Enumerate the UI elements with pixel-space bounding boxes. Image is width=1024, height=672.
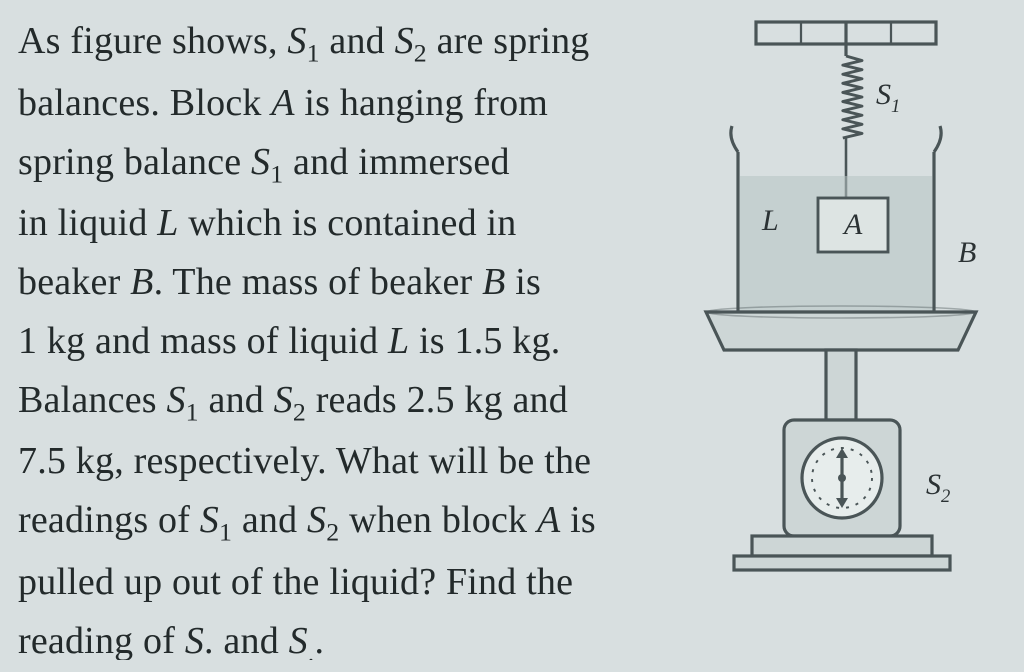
t: which is contained in — [179, 202, 517, 244]
var-s2: S — [395, 20, 414, 62]
sub-2: 2 — [414, 39, 427, 68]
var-s: S — [185, 620, 204, 660]
sub-1: 1 — [186, 397, 199, 426]
t: and — [320, 20, 395, 62]
problem-text: As figure shows, S1 and S2 are spring ba… — [18, 12, 658, 660]
t: pulled up out of the liquid? Find the — [18, 561, 573, 603]
t: beaker — [18, 261, 130, 303]
var-s1: S — [200, 499, 219, 541]
svg-text:S2: S2 — [926, 468, 950, 507]
t: is — [506, 261, 541, 303]
t: As figure shows, — [18, 20, 287, 62]
t: . — [314, 620, 324, 660]
t: is — [560, 499, 595, 541]
sub-2: 2 — [293, 397, 306, 426]
t: is hanging from — [295, 82, 548, 124]
t: reads 2.5 kg and — [306, 379, 568, 421]
var-l: L — [388, 320, 409, 362]
var-b: B — [130, 261, 153, 303]
svg-text:L: L — [761, 204, 779, 237]
t: . — [204, 620, 223, 660]
apparatus-figure: S1 L A B S2 — [676, 12, 1016, 660]
t: . The mass of beaker — [154, 261, 483, 303]
svg-text:B: B — [958, 236, 976, 269]
t: Balances — [18, 379, 166, 421]
svg-text:A: A — [842, 208, 863, 241]
var-l: L — [157, 202, 178, 244]
t: reading of — [18, 620, 185, 660]
t: readings of — [18, 499, 200, 541]
t: balances. Block — [18, 82, 271, 124]
sub-1: 1 — [307, 39, 320, 68]
var-a: A — [271, 82, 294, 124]
sub-1: 1 — [219, 518, 232, 547]
svg-text:S1: S1 — [876, 78, 900, 117]
t: 1 kg and mass of liquid — [18, 320, 388, 362]
var-s2: S — [274, 379, 293, 421]
var-s1: S — [251, 141, 270, 183]
var-s: S — [289, 620, 308, 660]
sub-1: 1 — [270, 159, 283, 188]
t: in liquid — [18, 202, 157, 244]
t: and immersed — [283, 141, 509, 183]
var-s1: S — [166, 379, 185, 421]
t: 7.5 kg, respectively. What will be the — [18, 440, 591, 482]
var-s2: S — [307, 499, 326, 541]
t: are spring — [427, 20, 590, 62]
var-a: A — [537, 499, 560, 541]
t: is 1.5 kg. — [409, 320, 560, 362]
t: and — [199, 379, 274, 421]
t: and — [232, 499, 307, 541]
sub-2: 2 — [326, 518, 339, 547]
var-s1: S — [287, 20, 306, 62]
var-b: B — [482, 261, 505, 303]
t: and — [223, 620, 288, 660]
t: when block — [339, 499, 537, 541]
t: spring balance — [18, 141, 251, 183]
